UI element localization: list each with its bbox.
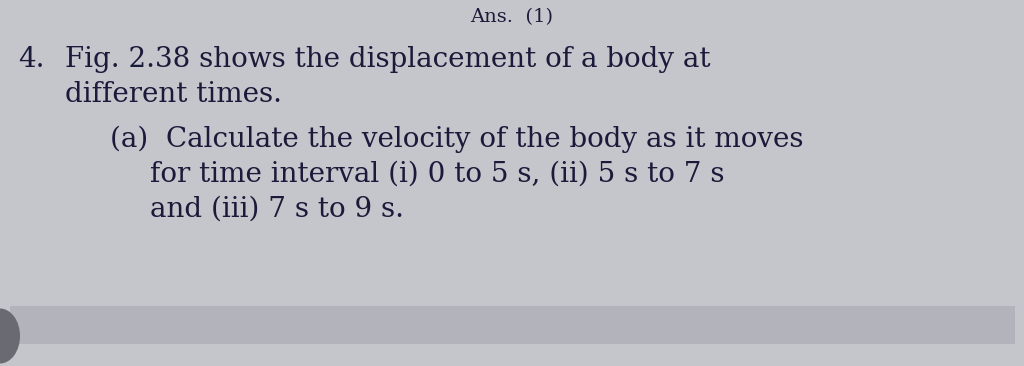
Text: 4.: 4. xyxy=(18,46,44,73)
Text: Fig. 2.38 shows the displacement of a body at: Fig. 2.38 shows the displacement of a bo… xyxy=(65,46,711,73)
Text: Ans.  (1): Ans. (1) xyxy=(470,8,554,26)
Text: (a)  Calculate the velocity of the body as it moves: (a) Calculate the velocity of the body a… xyxy=(110,126,804,153)
Ellipse shape xyxy=(0,309,20,363)
Bar xyxy=(10,306,1015,344)
Text: different times.: different times. xyxy=(65,81,282,108)
Text: and (iii) 7 s to 9 s.: and (iii) 7 s to 9 s. xyxy=(150,196,404,223)
Text: for time interval (i) 0 to 5 s, (ii) 5 s to 7 s: for time interval (i) 0 to 5 s, (ii) 5 s… xyxy=(150,161,725,188)
